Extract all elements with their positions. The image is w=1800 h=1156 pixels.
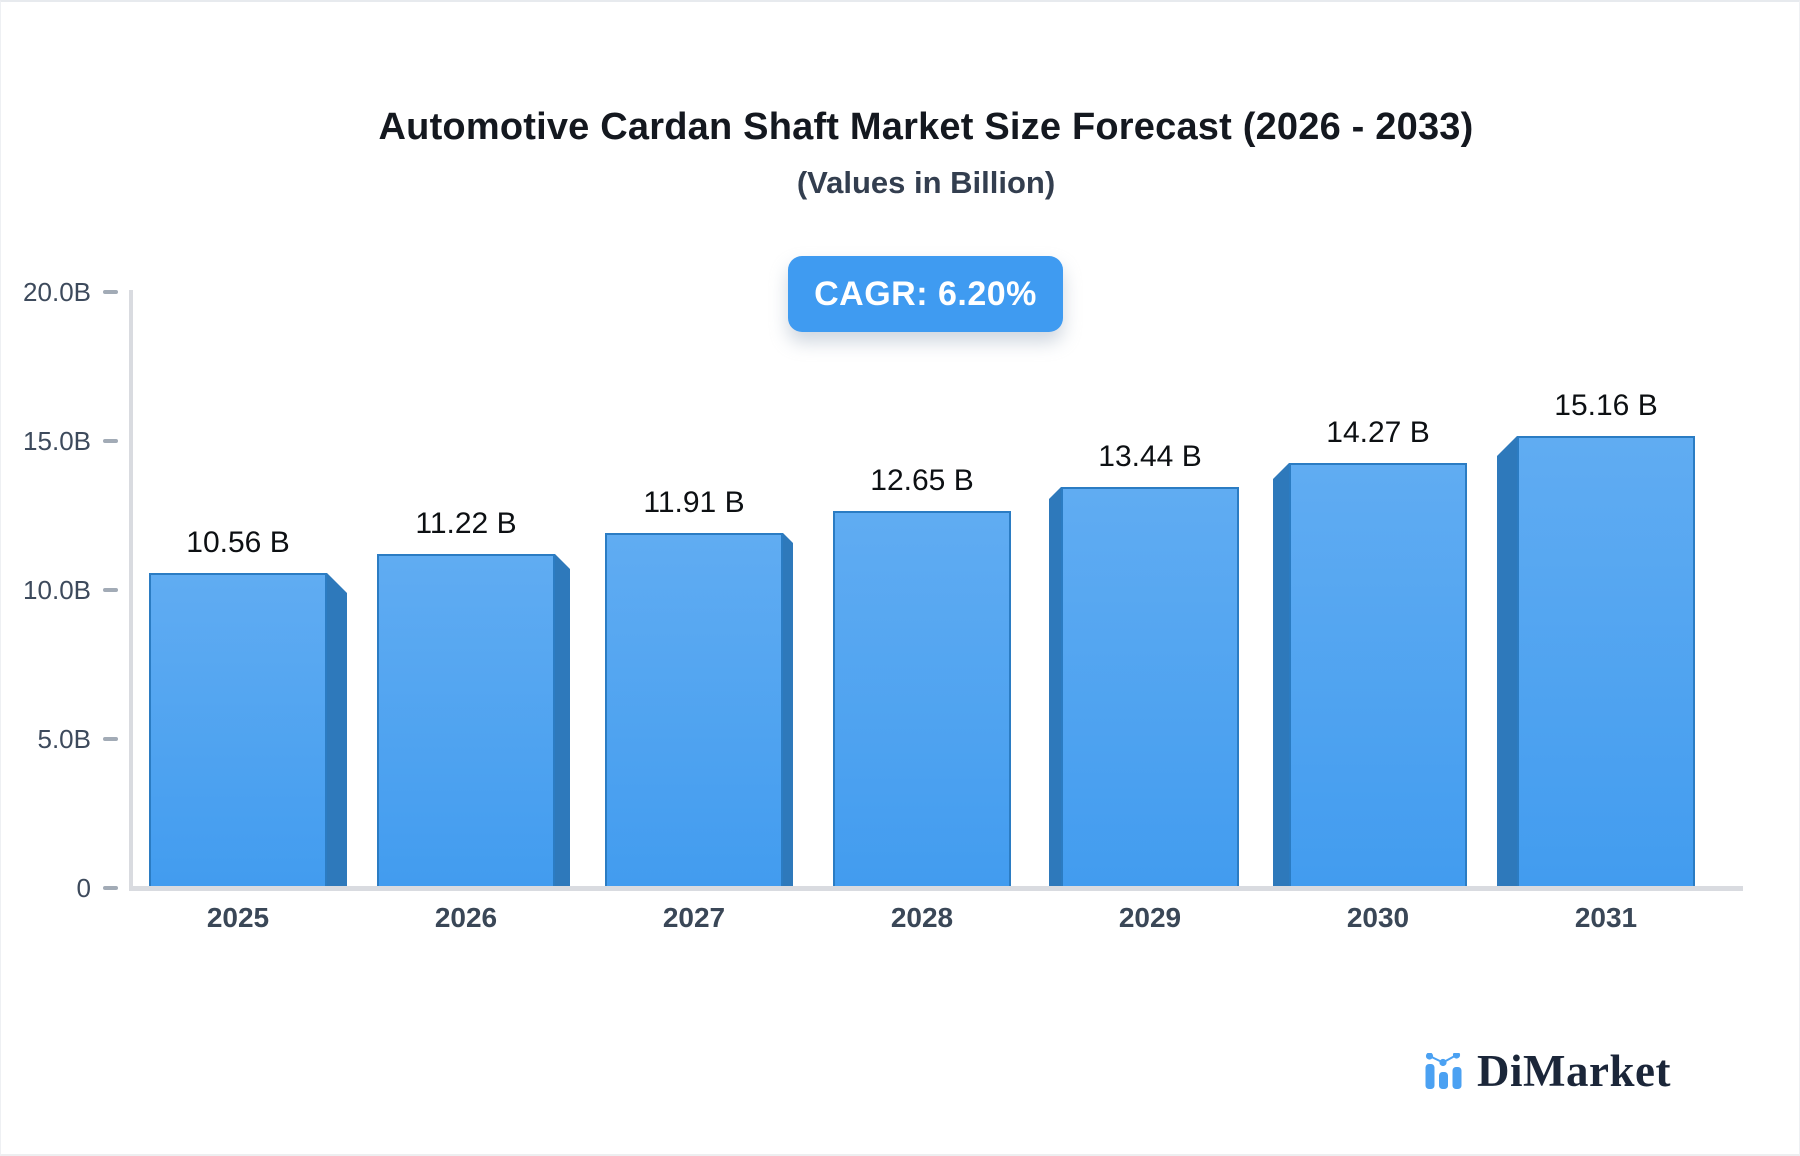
bar-value-label: 14.27 B (1326, 416, 1430, 449)
y-tick-label: 20.0B (23, 277, 91, 307)
bar-face[interactable] (149, 573, 327, 888)
y-tick-label: 10.0B (23, 575, 91, 605)
bar-value-label: 13.44 B (1098, 440, 1202, 473)
brand-name: DiMarket (1477, 1046, 1671, 1096)
x-tick-label: 2028 (890, 902, 954, 933)
bar-2030: 14.27 B (1273, 416, 1467, 888)
y-tick-label: 15.0B (23, 426, 91, 456)
y-axis-line (129, 290, 133, 888)
bar-side-3d (783, 533, 793, 888)
x-tick-label: 2027 (662, 902, 726, 933)
bar-value-label: 10.56 B (186, 526, 290, 559)
bar-face[interactable] (1517, 436, 1695, 888)
chart-subtitle: (Values in Billion) (796, 165, 1056, 200)
chart-header: Automotive Cardan Shaft Market Size Fore… (51, 106, 1799, 201)
bar-side-3d (327, 573, 347, 888)
y-tick-mark (103, 737, 118, 741)
bar-face[interactable] (377, 554, 555, 888)
x-tick-label: 2029 (1118, 902, 1182, 933)
bar-face[interactable] (833, 511, 1011, 888)
chart-title: Automotive Cardan Shaft Market Size Fore… (378, 106, 1474, 148)
y-tick-label: 5.0B (37, 724, 92, 754)
bar-face[interactable] (605, 533, 783, 888)
bar-chart-logo-icon (1425, 1053, 1462, 1089)
bar-side-3d (1273, 463, 1289, 888)
bar-value-label: 11.91 B (643, 486, 745, 519)
y-tick-mark (103, 886, 118, 890)
bar-side-3d (1497, 436, 1517, 888)
y-tick-label: 0 (76, 873, 91, 903)
x-tick-label: 2026 (434, 902, 498, 933)
bar-face[interactable] (1061, 487, 1239, 888)
brand-logo: DiMarket (1425, 1044, 1671, 1098)
bar-2025: 10.56 B (149, 526, 347, 888)
x-tick-label: 2025 (206, 902, 270, 933)
bar-2028: 12.65 B (833, 464, 1011, 888)
x-axis-line (129, 886, 1743, 891)
bar-2029: 13.44 B (1049, 440, 1239, 888)
cagr-badge: CAGR: 6.20% (788, 256, 1063, 332)
x-tick-label: 2031 (1574, 902, 1638, 933)
bar-face[interactable] (1289, 463, 1467, 888)
bar-2027: 11.91 B (605, 486, 793, 888)
y-tick-mark (103, 439, 118, 443)
bar-value-label: 15.16 B (1554, 389, 1658, 422)
bar-2026: 11.22 B (377, 507, 570, 888)
bar-side-3d (1049, 487, 1061, 888)
y-tick-mark (103, 588, 118, 592)
bar-side-3d (555, 554, 570, 888)
bar-value-label: 12.65 B (870, 464, 974, 497)
x-tick-label: 2030 (1346, 902, 1410, 933)
y-tick-mark (103, 290, 118, 294)
bar-value-label: 11.22 B (415, 507, 517, 540)
bar-2031: 15.16 B (1497, 389, 1695, 888)
